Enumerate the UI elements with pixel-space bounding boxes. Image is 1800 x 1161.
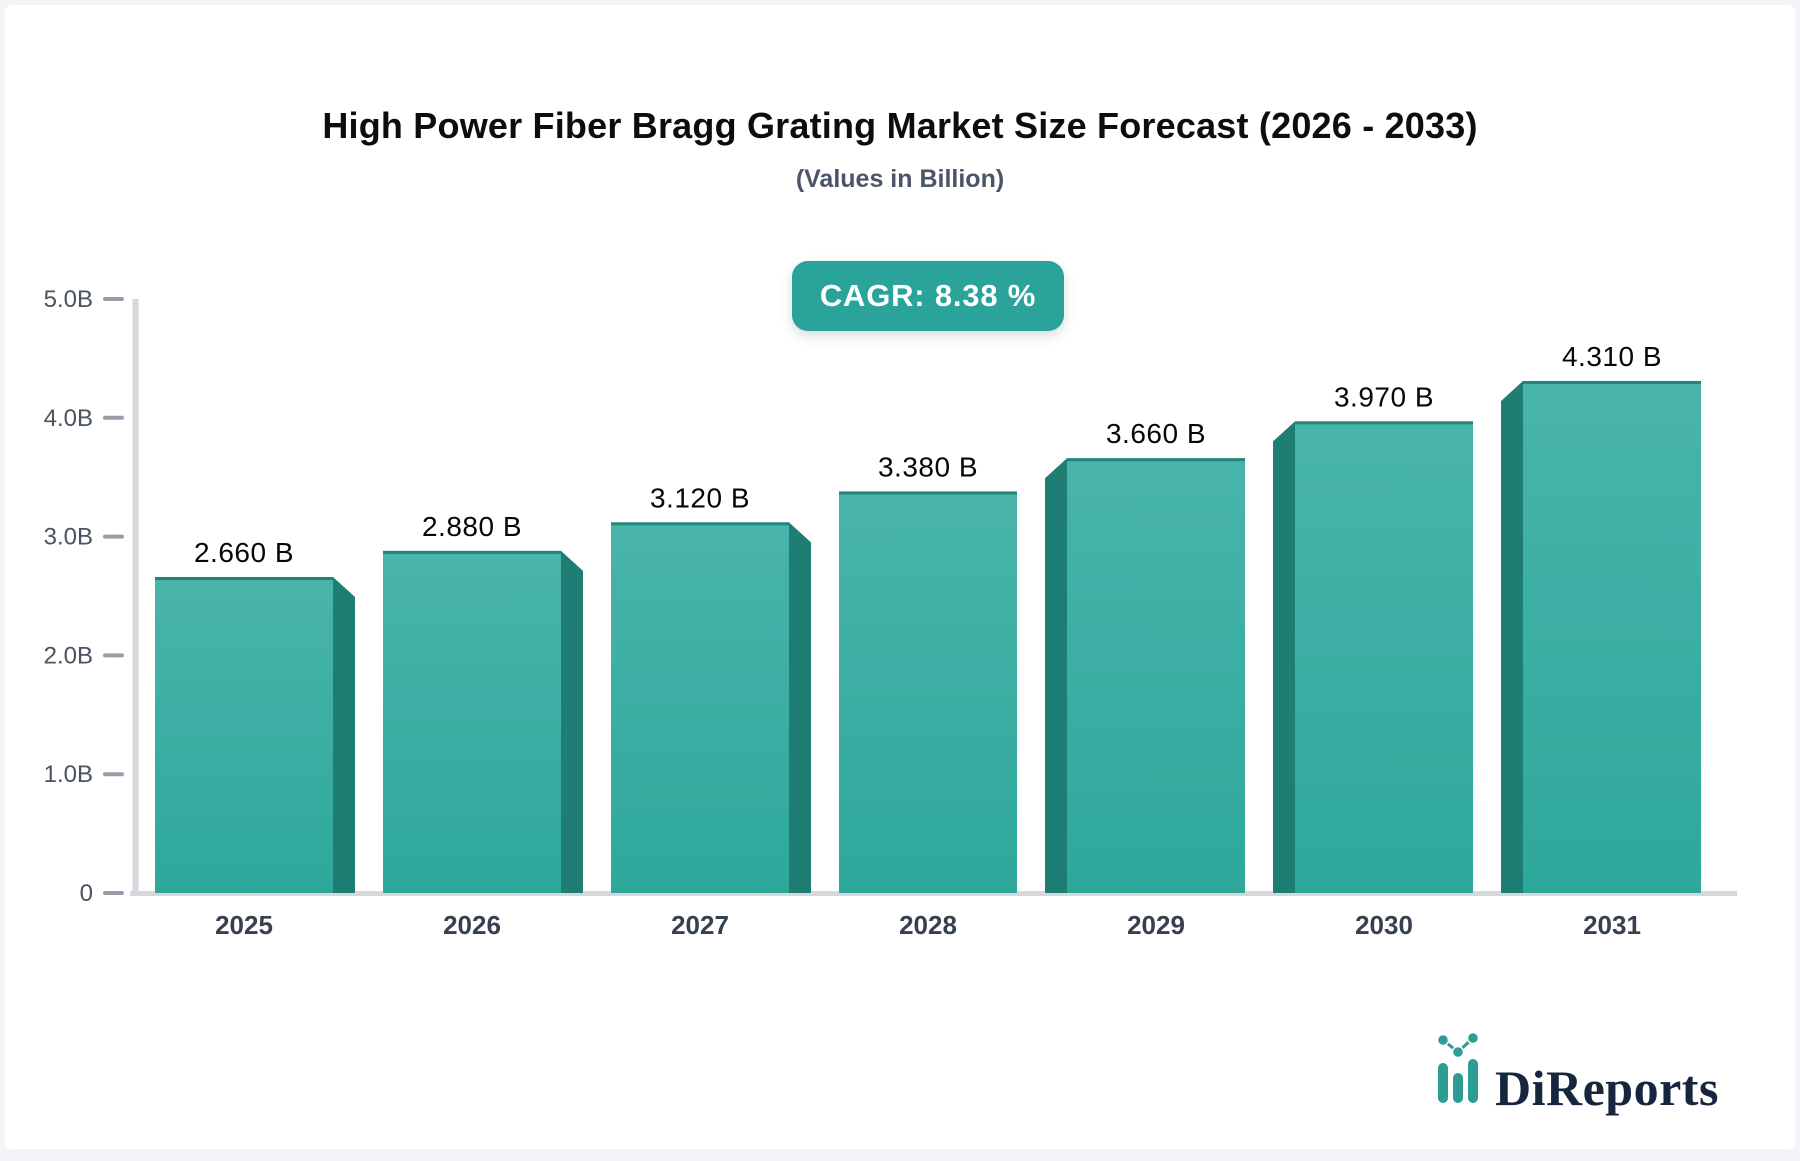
brand-logo-text: DiReports (1495, 1060, 1719, 1116)
bar-top-edge (611, 522, 789, 526)
bar-side-face (1501, 380, 1523, 893)
x-tick-label: 2025 (215, 910, 273, 940)
bar[interactable] (1523, 380, 1701, 893)
x-tick-label: 2027 (671, 910, 729, 940)
chart-subtitle: (Values in Billion) (795, 165, 1005, 193)
y-tick-label: 1.0B (44, 761, 93, 788)
bar-value-label: 3.120 B (650, 482, 750, 513)
bar-chart: 5.0B 4.0B 3.0B 2.0B 1.0B 0 2.660 B 2025 2.880 B 2… (44, 286, 1737, 940)
bar-value-label: 3.380 B (878, 451, 978, 482)
y-tick-label: 5.0B (44, 286, 93, 313)
x-tick-label: 2030 (1355, 910, 1413, 940)
bar[interactable] (1295, 421, 1473, 893)
bar[interactable] (839, 491, 1017, 893)
x-tick-label: 2028 (899, 910, 957, 940)
bar-side-face (789, 522, 811, 893)
bar-top-edge (839, 491, 1017, 495)
bar[interactable] (611, 522, 789, 893)
bar-value-label: 2.660 B (194, 537, 294, 568)
y-tick-label: 2.0B (44, 642, 93, 669)
bar-value-label: 4.310 B (1562, 341, 1662, 372)
x-tick-label: 2029 (1127, 910, 1185, 940)
bar-top-edge (1523, 380, 1701, 384)
bar[interactable] (1067, 458, 1245, 893)
bar-value-label: 2.880 B (422, 511, 522, 542)
bar-side-face (333, 576, 355, 893)
bar-value-label: 3.970 B (1334, 381, 1434, 412)
brand-logo: DiReports (1437, 1031, 1719, 1116)
bar-side-face (1045, 458, 1067, 893)
y-tick-label: 0 (80, 880, 93, 907)
logo-bar (1468, 1059, 1478, 1103)
x-tick-label: 2026 (443, 910, 501, 940)
bar-top-edge (1295, 421, 1473, 425)
bar-side-face (561, 550, 583, 893)
bar-side-face (1273, 421, 1295, 893)
bar[interactable] (155, 576, 333, 893)
y-axis-line (132, 299, 139, 896)
y-tick-label: 3.0B (44, 524, 93, 551)
logo-bar (1438, 1063, 1448, 1103)
cagr-badge: CAGR: 8.38 % (792, 261, 1064, 331)
bar-top-edge (383, 550, 561, 554)
bar-value-label: 3.660 B (1106, 418, 1206, 449)
bar-top-edge (155, 576, 333, 580)
x-tick-label: 2031 (1583, 910, 1641, 940)
x-axis-line (130, 891, 1737, 896)
cagr-badge-label: CAGR: 8.38 % (819, 278, 1037, 313)
logo-dot (1437, 1033, 1450, 1047)
chart-card: High Power Fiber Bragg Grating Market Si… (5, 5, 1795, 1149)
bar-top-edge (1067, 458, 1245, 462)
bar[interactable] (383, 550, 561, 893)
logo-bar (1453, 1073, 1463, 1103)
brand-logo-icon (1437, 1031, 1480, 1103)
y-tick-label: 4.0B (44, 405, 93, 432)
logo-dot (1466, 1031, 1480, 1045)
chart-title: High Power Fiber Bragg Grating Market Si… (322, 105, 1478, 146)
logo-dot (1451, 1045, 1465, 1059)
